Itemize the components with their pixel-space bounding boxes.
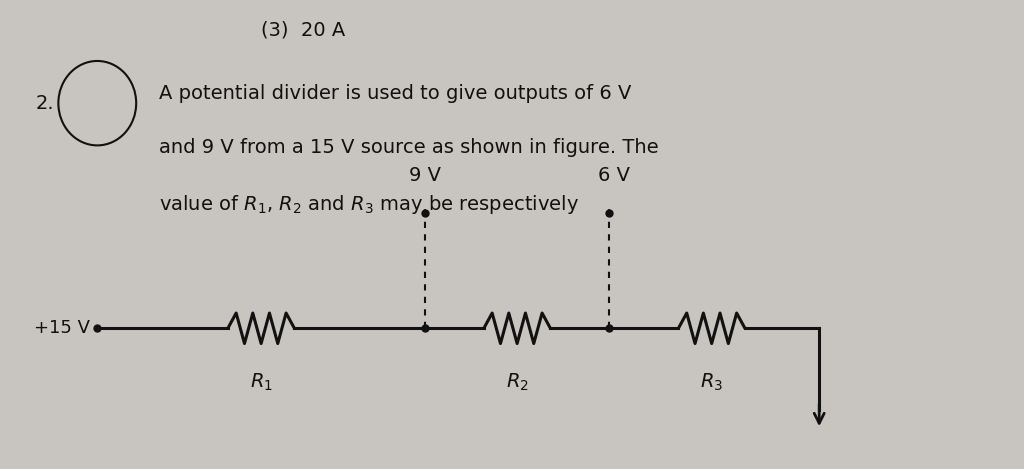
Text: 9 V: 9 V bbox=[409, 166, 441, 185]
Text: 2.: 2. bbox=[36, 94, 54, 113]
Text: $R_2$: $R_2$ bbox=[506, 371, 528, 393]
Text: and 9 V from a 15 V source as shown in figure. The: and 9 V from a 15 V source as shown in f… bbox=[159, 138, 658, 157]
Text: A potential divider is used to give outputs of 6 V: A potential divider is used to give outp… bbox=[159, 84, 631, 103]
Text: +15 V: +15 V bbox=[34, 319, 90, 337]
Text: $R_1$: $R_1$ bbox=[250, 371, 272, 393]
Text: $R_3$: $R_3$ bbox=[700, 371, 723, 393]
Text: value of $R_1$, $R_2$ and $R_3$ may be respectively: value of $R_1$, $R_2$ and $R_3$ may be r… bbox=[159, 192, 579, 216]
Text: (3)  20 A: (3) 20 A bbox=[261, 21, 345, 40]
Text: 6 V: 6 V bbox=[598, 166, 631, 185]
